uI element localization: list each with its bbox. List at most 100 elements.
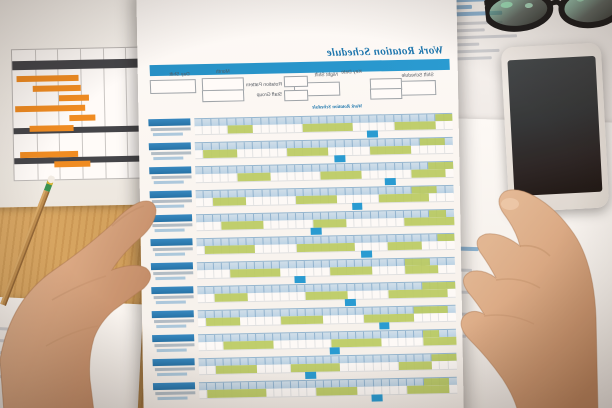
column-tick	[379, 266, 381, 275]
highlighted-day-cell[interactable]	[310, 227, 322, 235]
column-tick	[393, 139, 395, 147]
column-tick	[297, 357, 299, 365]
column-tick	[261, 189, 263, 197]
column-tick	[312, 284, 314, 292]
on-duty-cell[interactable]	[296, 242, 356, 253]
on-duty-cell[interactable]	[230, 268, 281, 278]
column-tick	[389, 386, 391, 395]
highlighted-day-cell[interactable]	[345, 298, 357, 307]
highlighted-day-cell[interactable]	[371, 394, 383, 402]
column-tick	[295, 237, 297, 245]
highlighted-day-cell[interactable]	[334, 155, 346, 163]
column-tick	[313, 356, 316, 364]
column-tick	[360, 139, 362, 147]
on-duty-cell[interactable]	[223, 340, 274, 350]
on-duty-cell[interactable]	[295, 195, 338, 205]
on-duty-cell[interactable]	[312, 219, 347, 228]
column-tick	[388, 331, 390, 339]
column-tick	[244, 190, 246, 198]
column-tick	[279, 261, 281, 269]
column-tick	[343, 116, 345, 124]
column-tick	[218, 118, 220, 126]
column-tick	[276, 117, 278, 125]
column-tick	[326, 140, 329, 148]
column-tick	[237, 262, 239, 270]
on-duty-cell[interactable]	[305, 291, 348, 300]
column-tick	[280, 357, 282, 365]
column-tick	[201, 126, 204, 135]
group-sublabel-secondary	[152, 132, 183, 137]
column-tick	[330, 356, 332, 364]
on-duty-cell[interactable]	[221, 220, 264, 230]
column-tick	[339, 380, 341, 388]
column-tick	[264, 364, 266, 373]
column-tick	[392, 115, 395, 123]
column-tick	[244, 214, 247, 222]
header-form-box[interactable]	[399, 80, 437, 96]
column-tick	[380, 331, 382, 339]
column-tick	[235, 142, 237, 150]
on-duty-cell[interactable]	[331, 338, 382, 348]
column-tick	[313, 339, 316, 348]
column-tick	[328, 212, 330, 220]
column-tick	[331, 380, 333, 388]
column-tick	[418, 145, 420, 154]
on-duty-cell[interactable]	[286, 147, 329, 157]
left-hand	[0, 200, 157, 408]
column-tick	[306, 387, 308, 396]
column-tick	[296, 309, 298, 317]
column-tick	[270, 244, 272, 253]
column-tick	[380, 355, 382, 363]
column-tick	[301, 116, 303, 124]
gantt-bar	[58, 94, 90, 102]
header-form-box[interactable]	[283, 89, 309, 102]
highlighted-day-cell[interactable]	[367, 130, 379, 138]
on-duty-cell[interactable]	[281, 315, 324, 325]
column-tick	[260, 124, 262, 133]
on-duty-cell[interactable]	[369, 145, 412, 155]
on-duty-cell[interactable]	[315, 386, 358, 396]
column-tick	[264, 357, 266, 365]
column-tick	[346, 308, 348, 316]
column-tick	[393, 163, 396, 171]
on-duty-cell[interactable]	[320, 170, 363, 180]
header-form-box[interactable]	[201, 89, 245, 103]
highlighted-day-cell[interactable]	[294, 275, 306, 284]
column-tick	[270, 220, 272, 229]
column-tick	[294, 213, 297, 221]
column-tick	[252, 190, 255, 198]
column-tick	[377, 187, 379, 195]
column-tick	[210, 142, 212, 150]
highlighted-day-cell[interactable]	[360, 250, 373, 258]
group-label-pill[interactable]	[148, 118, 191, 127]
column-tick	[335, 164, 337, 172]
column-tick	[327, 188, 329, 196]
column-tick	[278, 196, 280, 205]
column-tick	[255, 333, 257, 342]
on-duty-cell[interactable]	[237, 172, 271, 182]
column-tick	[243, 142, 245, 150]
column-tick	[270, 261, 272, 269]
highlighted-day-cell[interactable]	[329, 347, 341, 355]
column-tick	[426, 114, 428, 122]
on-duty-cell[interactable]	[394, 121, 437, 131]
column-tick	[269, 165, 271, 173]
on-duty-cell[interactable]	[330, 266, 373, 276]
highlighted-day-cell[interactable]	[304, 371, 316, 379]
header-form-box[interactable]	[369, 87, 403, 100]
on-duty-cell[interactable]	[302, 122, 353, 132]
highlighted-day-cell[interactable]	[378, 322, 390, 330]
highlighted-day-cell[interactable]	[384, 178, 396, 186]
column-tick	[426, 145, 429, 154]
column-tick	[355, 355, 357, 363]
column-tick	[319, 188, 321, 196]
highlighted-day-cell[interactable]	[351, 202, 363, 210]
header-form-box[interactable]	[283, 75, 309, 88]
column-tick	[303, 236, 305, 244]
header-form-box[interactable]	[149, 79, 197, 95]
on-duty-cell[interactable]	[227, 125, 254, 134]
eyeglasses-icon	[483, 0, 612, 32]
column-tick	[360, 163, 362, 171]
column-tick	[237, 286, 240, 294]
document-title: Work Rotation Schedule	[326, 44, 444, 59]
